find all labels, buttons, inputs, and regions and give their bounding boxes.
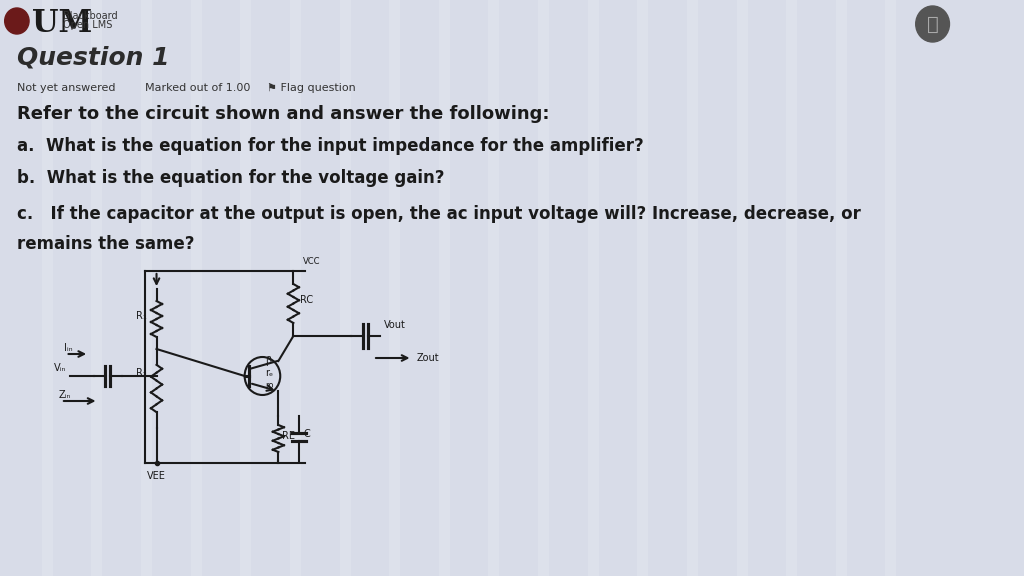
Text: Iᵢₙ: Iᵢₙ (63, 343, 73, 353)
Text: rₑ: rₑ (265, 368, 273, 378)
Text: Zout: Zout (417, 353, 439, 363)
Text: Vᵢₙ: Vᵢₙ (54, 363, 67, 373)
Text: R₂: R₂ (136, 368, 147, 378)
Text: remains the same?: remains the same? (16, 235, 195, 253)
Text: a.  What is the equation for the input impedance for the amplifier?: a. What is the equation for the input im… (16, 137, 644, 155)
Text: β: β (265, 356, 271, 366)
Text: Refer to the circuit shown and answer the following:: Refer to the circuit shown and answer th… (16, 105, 549, 123)
Text: ⚑ Flag question: ⚑ Flag question (267, 83, 356, 93)
Text: Blackboard: Blackboard (62, 11, 118, 21)
Text: Vout: Vout (384, 320, 407, 330)
Text: c.   If the capacitor at the output is open, the ac input voltage will? Increase: c. If the capacitor at the output is ope… (16, 205, 861, 223)
Text: Open LMS: Open LMS (62, 20, 113, 30)
Text: C: C (304, 429, 310, 439)
Text: Question 1: Question 1 (16, 46, 169, 70)
Circle shape (915, 6, 949, 42)
Circle shape (5, 8, 29, 34)
Text: 👤: 👤 (927, 14, 938, 33)
Text: VCC: VCC (303, 257, 321, 266)
Text: R₁: R₁ (136, 311, 147, 321)
Text: UM: UM (32, 9, 92, 40)
Text: ro: ro (265, 381, 273, 390)
Text: VEE: VEE (147, 471, 166, 481)
Text: Marked out of 1.00: Marked out of 1.00 (145, 83, 251, 93)
Text: RC: RC (300, 295, 313, 305)
Text: Zᵢₙ: Zᵢₙ (59, 390, 72, 400)
Text: RE: RE (283, 431, 295, 441)
Text: b.  What is the equation for the voltage gain?: b. What is the equation for the voltage … (16, 169, 444, 187)
Text: Not yet answered: Not yet answered (16, 83, 116, 93)
